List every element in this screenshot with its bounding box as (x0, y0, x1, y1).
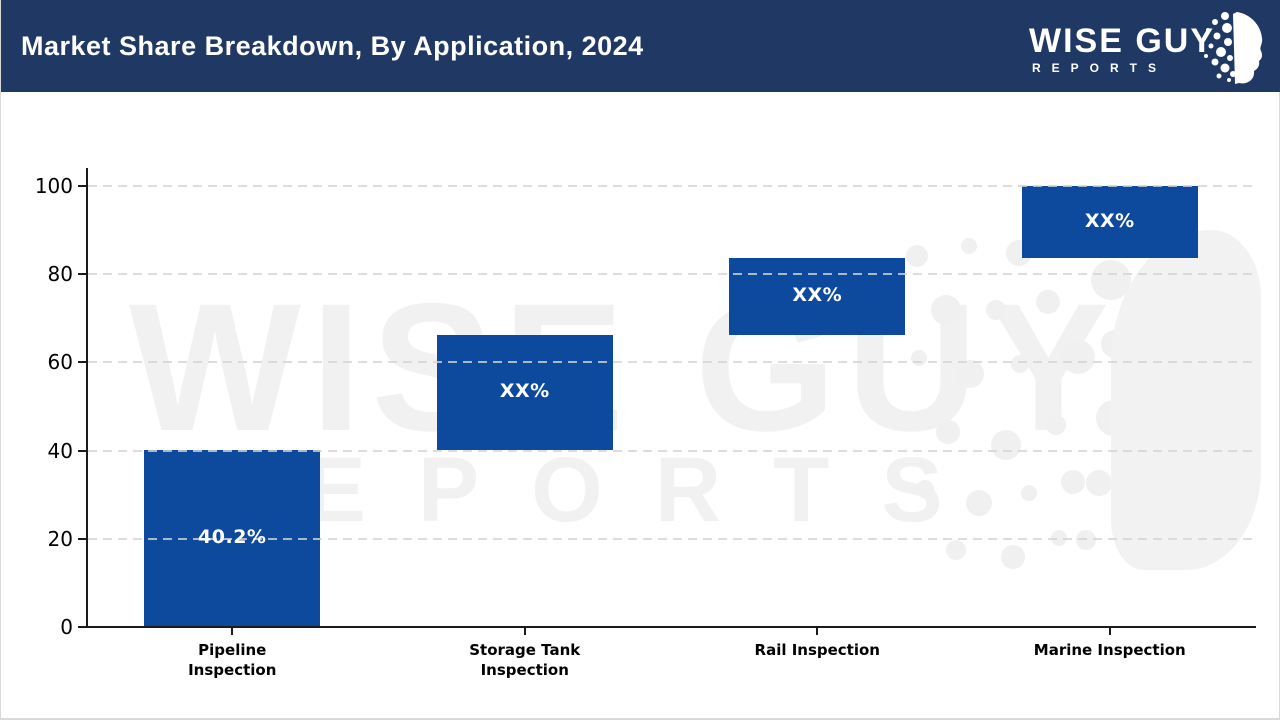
x-axis-category-label: Storage Tank Inspection (405, 640, 645, 680)
logo-wordmark: WISE GUY (1029, 22, 1216, 60)
y-axis-tick-label: 60 (47, 350, 73, 375)
header-bar: Market Share Breakdown, By Application, … (1, 0, 1280, 92)
logo-subtext: REPORTS (1032, 61, 1168, 75)
x-axis-category-label-line: Storage Tank (469, 641, 581, 659)
logo-text: WISE GUY REPORTS (1029, 24, 1215, 75)
x-axis-category-label-line: Marine Inspection (1033, 641, 1186, 659)
y-axis-tick-label: 20 (47, 526, 73, 551)
y-axis-tick (78, 361, 86, 364)
y-axis-tick (78, 537, 86, 540)
y-axis-tick (78, 273, 86, 276)
y-axis-tick-label: 100 (34, 174, 73, 198)
bar-value-label: XX% (1084, 209, 1135, 232)
y-axis-tick-label: 40 (47, 438, 73, 463)
bar-value-label: XX% (792, 284, 843, 307)
x-axis-category-label-line: Pipeline (198, 641, 267, 659)
bar (729, 257, 906, 336)
x-axis-tick (231, 628, 234, 635)
bar-value-label: XX% (499, 380, 550, 403)
page-title: Market Share Breakdown, By Application, … (21, 30, 644, 61)
gridline (88, 361, 1256, 364)
x-axis-category-label: Marine Inspection (990, 640, 1230, 660)
x-axis-category-label: Rail Inspection (697, 640, 937, 660)
y-axis-tick-label: 80 (47, 262, 73, 287)
x-axis-tick (1108, 628, 1111, 635)
gridline (88, 449, 1256, 452)
gridline (88, 537, 1256, 540)
y-axis-tick (78, 449, 86, 452)
y-axis-tick-label: 0 (60, 615, 73, 639)
x-axis-tick (816, 628, 819, 635)
x-axis-category-label-line: Inspection (480, 661, 569, 679)
x-axis-category-label-line: Inspection (188, 661, 277, 679)
x-axis-line (86, 626, 1256, 628)
brand-logo: WISE GUY REPORTS (1007, 6, 1267, 88)
y-axis-tick (78, 185, 86, 187)
y-axis-tick (78, 626, 86, 628)
x-axis-category-label-line: Rail Inspection (754, 641, 880, 659)
bar (436, 335, 613, 450)
x-axis-tick (523, 628, 526, 635)
y-axis-line (86, 168, 88, 628)
dotted-head-icon (1175, 6, 1267, 92)
gridline (88, 185, 1256, 187)
bar-value-label: 40.2% (198, 526, 267, 549)
x-axis-category-label: Pipeline Inspection (112, 640, 352, 680)
gridline (88, 273, 1256, 276)
